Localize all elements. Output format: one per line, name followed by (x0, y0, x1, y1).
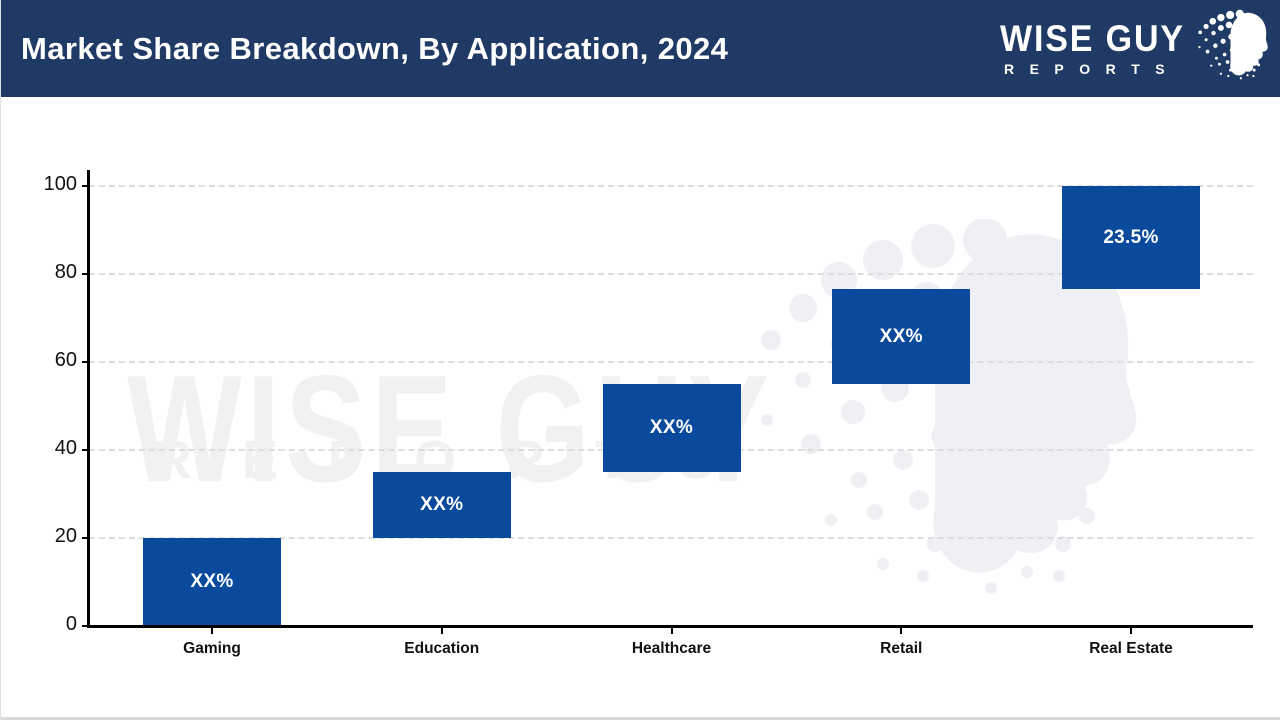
logo-brand-subtitle: REPORTS (1003, 61, 1181, 77)
x-label-4: Real Estate (1089, 640, 1173, 657)
y-tick-label-100: 100 (43, 173, 77, 195)
y-axis-line (87, 170, 90, 628)
bottom-divider (1, 717, 1280, 720)
gridline-20 (89, 537, 1253, 539)
gridline-60 (89, 361, 1253, 363)
y-tick-label-40: 40 (54, 437, 77, 459)
bar-value-label: 23.5% (1103, 226, 1159, 248)
y-tick-label-0: 0 (65, 613, 77, 635)
chart-area: WISE GUY REPORTS 0 20 40 60 80 100 XX% Gaming XX… (1, 97, 1280, 717)
x-tick-3 (900, 627, 903, 634)
x-axis-line (87, 625, 1253, 628)
x-label-1: Education (404, 640, 480, 657)
wiseguy-logo-text: WISE GUY REPORTS (1000, 20, 1201, 77)
y-tick-0 (82, 625, 89, 627)
y-tick-label-80: 80 (54, 261, 77, 283)
y-tick-80 (82, 273, 89, 275)
x-label-0: Gaming (183, 640, 241, 657)
x-tick-1 (440, 627, 443, 634)
bar-education: XX% (372, 472, 511, 538)
bar-real-estate: 23.5% (1062, 186, 1200, 290)
bar-value-label: XX% (879, 325, 923, 347)
bar-healthcare: XX% (602, 384, 741, 472)
gridline-80 (89, 273, 1253, 275)
x-tick-0 (211, 627, 213, 634)
bar-value-label: XX% (649, 417, 694, 438)
logo-brand-name: WISE GUY (999, 18, 1185, 59)
x-label-3: Retail (880, 640, 923, 657)
y-tick-20 (82, 537, 89, 539)
x-label-2: Healthcare (631, 640, 712, 657)
y-tick-60 (82, 361, 89, 363)
x-tick-2 (670, 627, 673, 634)
y-tick-label-20: 20 (54, 525, 77, 547)
bar-value-label: XX% (190, 571, 234, 592)
wiseguy-logo: WISE GUY REPORTS (1000, 6, 1269, 91)
y-tick-100 (82, 185, 89, 187)
bar-value-label: XX% (420, 494, 464, 515)
y-tick-label-60: 60 (54, 349, 77, 371)
header-bar: Market Share Breakdown, By Application, … (1, 0, 1280, 97)
bar-retail: XX% (832, 289, 971, 384)
gridline-100 (89, 185, 1253, 187)
y-tick-40 (82, 449, 89, 451)
x-tick-4 (1130, 627, 1132, 634)
page-title: Market Share Breakdown, By Application, … (21, 30, 729, 66)
bar-gaming: XX% (143, 538, 281, 626)
